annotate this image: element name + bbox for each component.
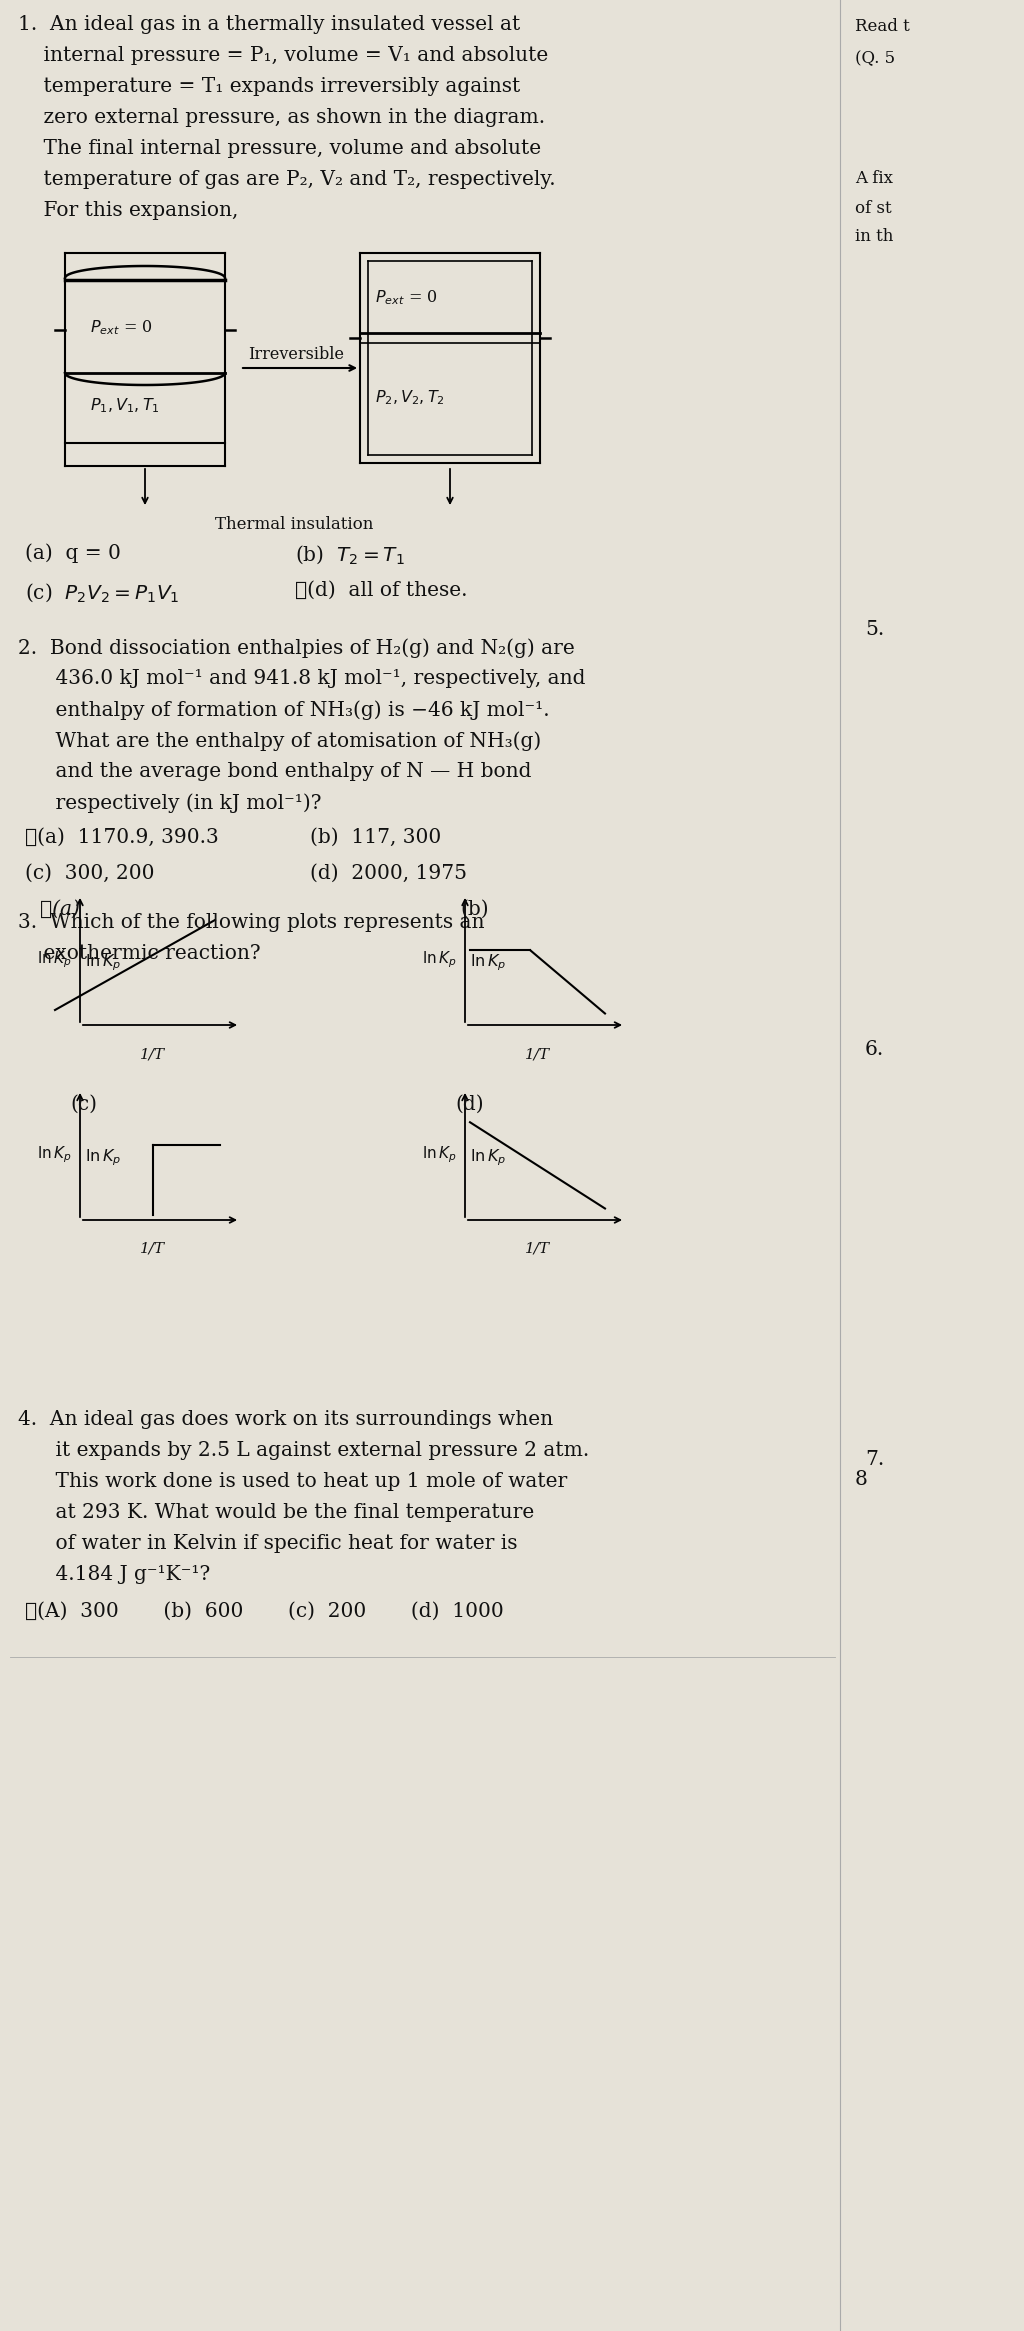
Text: exothermic reaction?: exothermic reaction? — [18, 944, 261, 963]
Text: enthalpy of formation of NH₃(g) is −46 kJ mol⁻¹.: enthalpy of formation of NH₃(g) is −46 k… — [30, 699, 550, 720]
Text: 3.  Which of the following plots represents an: 3. Which of the following plots represen… — [18, 914, 484, 932]
Text: (Q. 5: (Q. 5 — [855, 49, 895, 68]
Text: in th: in th — [855, 228, 893, 245]
Text: respectively (in kJ mol⁻¹)?: respectively (in kJ mol⁻¹)? — [30, 793, 322, 814]
Text: Read t: Read t — [855, 19, 909, 35]
Text: (c): (c) — [70, 1096, 97, 1114]
Text: 7.: 7. — [865, 1450, 885, 1469]
Text: This work done is used to heat up 1 mole of water: This work done is used to heat up 1 mole… — [30, 1471, 567, 1492]
Text: zero external pressure, as shown in the diagram.: zero external pressure, as shown in the … — [18, 107, 545, 126]
Text: $\ln K_p$: $\ln K_p$ — [422, 1145, 457, 1166]
Text: 436.0 kJ mol⁻¹ and 941.8 kJ mol⁻¹, respectively, and: 436.0 kJ mol⁻¹ and 941.8 kJ mol⁻¹, respe… — [30, 669, 586, 688]
Text: (a)  q = 0: (a) q = 0 — [25, 543, 121, 562]
Text: $\ln K_p$: $\ln K_p$ — [470, 953, 506, 974]
Text: Irreversible: Irreversible — [248, 345, 344, 364]
Text: $\ln K_p$: $\ln K_p$ — [37, 949, 72, 970]
Text: 8: 8 — [855, 1471, 868, 1490]
Text: of st: of st — [855, 200, 892, 217]
Text: ✓(A)  300       (b)  600       (c)  200       (d)  1000: ✓(A) 300 (b) 600 (c) 200 (d) 1000 — [25, 1601, 504, 1620]
Text: ✓(a): ✓(a) — [40, 900, 80, 918]
Text: and the average bond enthalpy of N — H bond: and the average bond enthalpy of N — H b… — [30, 762, 531, 781]
Text: $P_1, V_1, T_1$: $P_1, V_1, T_1$ — [90, 396, 160, 415]
Text: $\ln K_p$: $\ln K_p$ — [470, 1147, 506, 1168]
Text: (c)  $P_2V_2 = P_1V_1$: (c) $P_2V_2 = P_1V_1$ — [25, 580, 179, 604]
Text: 4.  An ideal gas does work on its surroundings when: 4. An ideal gas does work on its surroun… — [18, 1410, 553, 1429]
Text: ✓(d)  all of these.: ✓(d) all of these. — [295, 580, 468, 599]
Text: 6.: 6. — [865, 1040, 885, 1058]
Text: at 293 K. What would be the final temperature: at 293 K. What would be the final temper… — [30, 1503, 535, 1522]
Text: 1/T: 1/T — [524, 1242, 550, 1256]
Text: 2.  Bond dissociation enthalpies of H₂(g) and N₂(g) are: 2. Bond dissociation enthalpies of H₂(g)… — [18, 639, 574, 657]
Text: $\ln K_p$: $\ln K_p$ — [37, 1145, 72, 1166]
Text: For this expansion,: For this expansion, — [18, 200, 239, 219]
Text: (d)  2000, 1975: (d) 2000, 1975 — [310, 865, 467, 883]
Text: (b): (b) — [460, 900, 488, 918]
Text: $P_2, V_2, T_2$: $P_2, V_2, T_2$ — [375, 387, 444, 406]
Text: 1.  An ideal gas in a thermally insulated vessel at: 1. An ideal gas in a thermally insulated… — [18, 14, 520, 35]
Text: $\ln K_p$: $\ln K_p$ — [85, 953, 121, 974]
Text: A fix: A fix — [855, 170, 893, 186]
Text: $\ln K_p$: $\ln K_p$ — [85, 1147, 121, 1168]
Text: 1/T: 1/T — [139, 1242, 165, 1256]
Text: 5.: 5. — [865, 620, 885, 639]
Text: (b)  $T_2 = T_1$: (b) $T_2 = T_1$ — [295, 543, 404, 566]
Text: Thermal insulation: Thermal insulation — [215, 515, 374, 534]
Text: ✓(a)  1170.9, 390.3: ✓(a) 1170.9, 390.3 — [25, 828, 219, 846]
Text: 4.184 J g⁻¹K⁻¹?: 4.184 J g⁻¹K⁻¹? — [30, 1564, 210, 1585]
Text: temperature = T₁ expands irreversibly against: temperature = T₁ expands irreversibly ag… — [18, 77, 520, 96]
Text: $\ln K_p$: $\ln K_p$ — [422, 949, 457, 970]
Text: The final internal pressure, volume and absolute: The final internal pressure, volume and … — [18, 140, 541, 159]
Text: What are the enthalpy of atomisation of NH₃(g): What are the enthalpy of atomisation of … — [30, 732, 542, 751]
Text: (d): (d) — [455, 1096, 483, 1114]
Text: 1/T: 1/T — [139, 1047, 165, 1061]
Text: temperature of gas are P₂, V₂ and T₂, respectively.: temperature of gas are P₂, V₂ and T₂, re… — [18, 170, 556, 189]
Text: $P_{ext}$ = 0: $P_{ext}$ = 0 — [90, 317, 153, 336]
Text: it expands by 2.5 L against external pressure 2 atm.: it expands by 2.5 L against external pre… — [30, 1441, 589, 1459]
Text: internal pressure = P₁, volume = V₁ and absolute: internal pressure = P₁, volume = V₁ and … — [18, 47, 548, 65]
Text: (b)  117, 300: (b) 117, 300 — [310, 828, 441, 846]
Text: of water in Kelvin if specific heat for water is: of water in Kelvin if specific heat for … — [30, 1534, 517, 1552]
Text: (c)  300, 200: (c) 300, 200 — [25, 865, 155, 883]
Text: 1/T: 1/T — [524, 1047, 550, 1061]
Text: $P_{ext}$ = 0: $P_{ext}$ = 0 — [375, 289, 437, 308]
